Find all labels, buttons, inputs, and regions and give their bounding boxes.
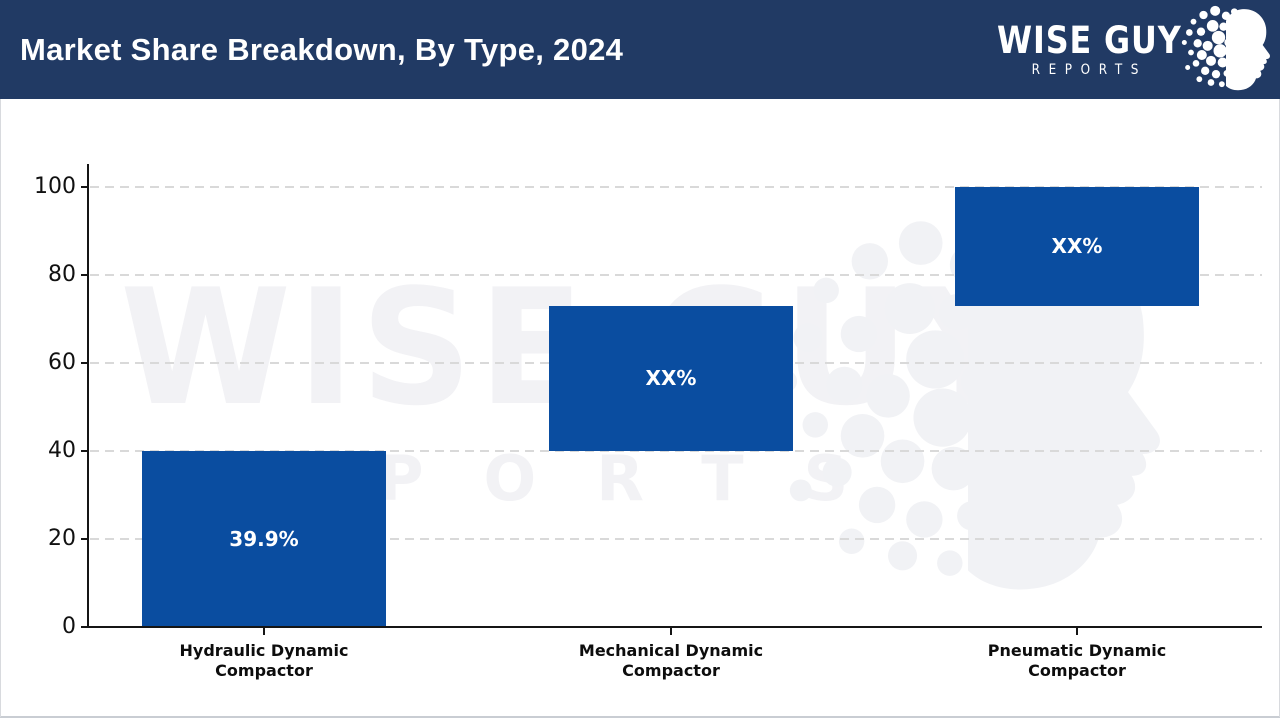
x-tick — [263, 628, 265, 635]
bottom-hairline — [0, 716, 1280, 718]
bar-value-label: XX% — [1051, 234, 1103, 259]
category-label: Hydraulic Dynamic Compactor — [179, 641, 349, 680]
x-tick — [1076, 628, 1078, 635]
y-tick-label: 40 — [48, 438, 76, 463]
left-hairline — [0, 99, 1, 717]
header: Market Share Breakdown, By Type, 2024 WI… — [0, 0, 1280, 99]
y-tick-label: 100 — [34, 174, 76, 199]
y-tick-label: 20 — [48, 526, 76, 551]
logo-secondary-text: REPORTS — [1032, 61, 1148, 78]
bar: XX% — [549, 305, 793, 451]
y-tick — [81, 626, 88, 628]
bar: 39.9% — [142, 451, 386, 627]
y-tick-label: 60 — [48, 350, 76, 375]
gridline — [90, 450, 1262, 452]
logo-primary-text: WISE GUY — [997, 19, 1182, 63]
y-axis-line — [87, 164, 89, 628]
y-tick — [81, 274, 88, 276]
y-tick — [81, 538, 88, 540]
gridline — [90, 538, 1262, 540]
bar: XX% — [955, 187, 1199, 306]
logo-wordmark: WISE GUY REPORTS — [997, 19, 1182, 78]
y-tick-label: 0 — [62, 614, 76, 639]
page-title: Market Share Breakdown, By Type, 2024 — [20, 31, 624, 67]
bar-value-label: 39.9% — [229, 527, 299, 551]
x-tick — [670, 628, 672, 635]
y-tick — [81, 186, 88, 188]
gridline — [90, 186, 1262, 188]
y-tick-label: 80 — [48, 262, 76, 287]
gridline — [90, 274, 1262, 276]
category-label: Pneumatic Dynamic Compactor — [987, 641, 1167, 680]
y-tick — [81, 362, 88, 364]
y-tick — [81, 450, 88, 452]
wiseguy-logo: WISE GUY REPORTS — [967, 2, 1276, 98]
category-label: Mechanical Dynamic Compactor — [578, 641, 764, 680]
x-axis-line — [88, 626, 1262, 628]
bar-value-label: XX% — [645, 366, 697, 391]
face-dots-icon — [1176, 4, 1276, 96]
